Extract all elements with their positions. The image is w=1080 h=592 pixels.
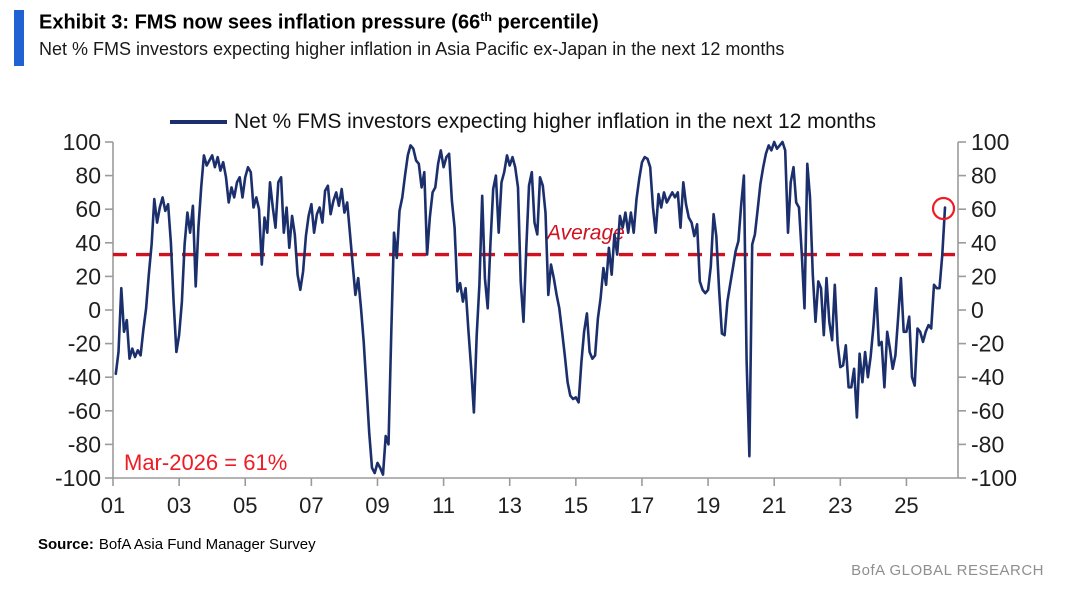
legend-label: Net % FMS investors expecting higher inf… [234, 110, 876, 133]
exhibit-title: Exhibit 3: FMS now sees inflation pressu… [39, 10, 784, 36]
y-tick-label-left: 80 [75, 163, 101, 189]
y-tick-label-left: -20 [68, 331, 101, 357]
latest-point-circle [931, 196, 956, 221]
x-tick-label: 19 [696, 493, 720, 518]
y-tick-label-right: 80 [971, 163, 997, 189]
y-tick-label-right: 20 [971, 263, 997, 289]
x-tick-label: 01 [101, 493, 125, 518]
y-tick-label-left: -100 [55, 465, 101, 491]
inflation-expectations-line [114, 140, 947, 476]
y-tick-label-left: -40 [68, 364, 101, 390]
y-tick-label-right: 60 [971, 196, 997, 222]
y-tick-label-right: -100 [971, 465, 1017, 491]
x-tick-label: 25 [894, 493, 918, 518]
x-tick-label: 09 [365, 493, 389, 518]
y-tick-label-right: 40 [971, 230, 997, 256]
x-tick-label: 11 [432, 493, 455, 518]
y-tick-label-left: 0 [88, 297, 101, 323]
exhibit-title-superscript: th [480, 10, 492, 24]
exhibit-accent-bar [14, 10, 24, 66]
exhibit-title-text: Exhibit 3: FMS now sees inflation pressu… [39, 11, 481, 34]
legend-line-swatch [170, 120, 227, 124]
x-tick-label: 07 [299, 493, 323, 518]
y-tick-label-right: 0 [971, 297, 984, 323]
y-tick-label-left: 100 [63, 129, 101, 155]
y-tick-label-left: -80 [68, 431, 101, 457]
chart-legend: Net % FMS investors expecting higher inf… [170, 110, 876, 134]
exhibit-title-suffix: percentile) [491, 11, 599, 34]
brand-note: BofA GLOBAL RESEARCH [851, 562, 1044, 579]
source-label: Source: [38, 536, 94, 553]
exhibit-header: Exhibit 3: FMS now sees inflation pressu… [14, 10, 784, 66]
x-tick-label: 23 [828, 493, 852, 518]
average-label: Average [545, 222, 625, 245]
x-tick-label: 13 [497, 493, 521, 518]
y-tick-label-left: -60 [68, 398, 101, 424]
y-tick-label-right: 100 [971, 129, 1009, 155]
source-note: Source: BofA Asia Fund Manager Survey [38, 536, 316, 553]
y-tick-label-left: 20 [75, 263, 101, 289]
y-tick-label-left: 40 [75, 230, 101, 256]
exhibit-titles: Exhibit 3: FMS now sees inflation pressu… [39, 10, 784, 66]
y-tick-label-right: -40 [971, 364, 1004, 390]
y-tick-label-right: -60 [971, 398, 1004, 424]
latest-value-label: Mar-2026 = 61% [124, 450, 287, 475]
x-tick-label: 05 [233, 493, 257, 518]
x-tick-label: 15 [564, 493, 588, 518]
x-tick-label: 21 [762, 493, 786, 518]
exhibit-subtitle: Net % FMS investors expecting higher inf… [39, 38, 785, 59]
y-tick-label-right: -20 [971, 331, 1004, 357]
y-tick-label-right: -80 [971, 431, 1004, 457]
source-text: BofA Asia Fund Manager Survey [98, 536, 316, 553]
y-tick-label-left: 60 [75, 196, 101, 222]
x-tick-label: 03 [167, 493, 191, 518]
x-tick-label: 17 [630, 493, 654, 518]
